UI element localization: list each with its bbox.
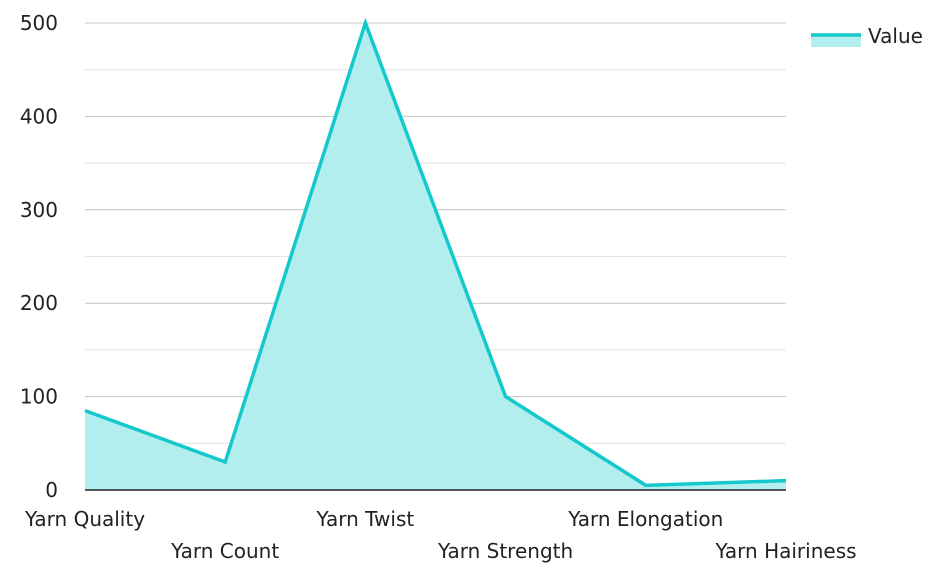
- y-tick-label: 300: [20, 198, 58, 222]
- x-tick-label: Yarn Twist: [316, 507, 415, 531]
- legend: Value: [811, 24, 923, 48]
- x-tick-label: Yarn Count: [170, 539, 279, 563]
- x-tick-label: Yarn Quality: [24, 507, 145, 531]
- x-tick-label: Yarn Hairiness: [714, 539, 856, 563]
- y-tick-label: 200: [20, 291, 58, 315]
- x-axis-ticks: Yarn Quality Yarn Count Yarn Twist Yarn Str…: [24, 507, 857, 563]
- y-axis-ticks: 0 100 200 300 400 500: [20, 11, 58, 502]
- legend-swatch-fill: [811, 35, 861, 47]
- x-tick-label: Yarn Strength: [437, 539, 573, 563]
- y-tick-label: 500: [20, 11, 58, 35]
- y-tick-label: 100: [20, 385, 58, 409]
- series-line-value: [84, 17, 787, 488]
- y-tick-label: 0: [45, 478, 58, 502]
- series-area-value: [85, 23, 786, 490]
- legend-label-value: Value: [868, 24, 923, 48]
- y-tick-label: 400: [20, 104, 58, 128]
- x-tick-label: Yarn Elongation: [567, 507, 723, 531]
